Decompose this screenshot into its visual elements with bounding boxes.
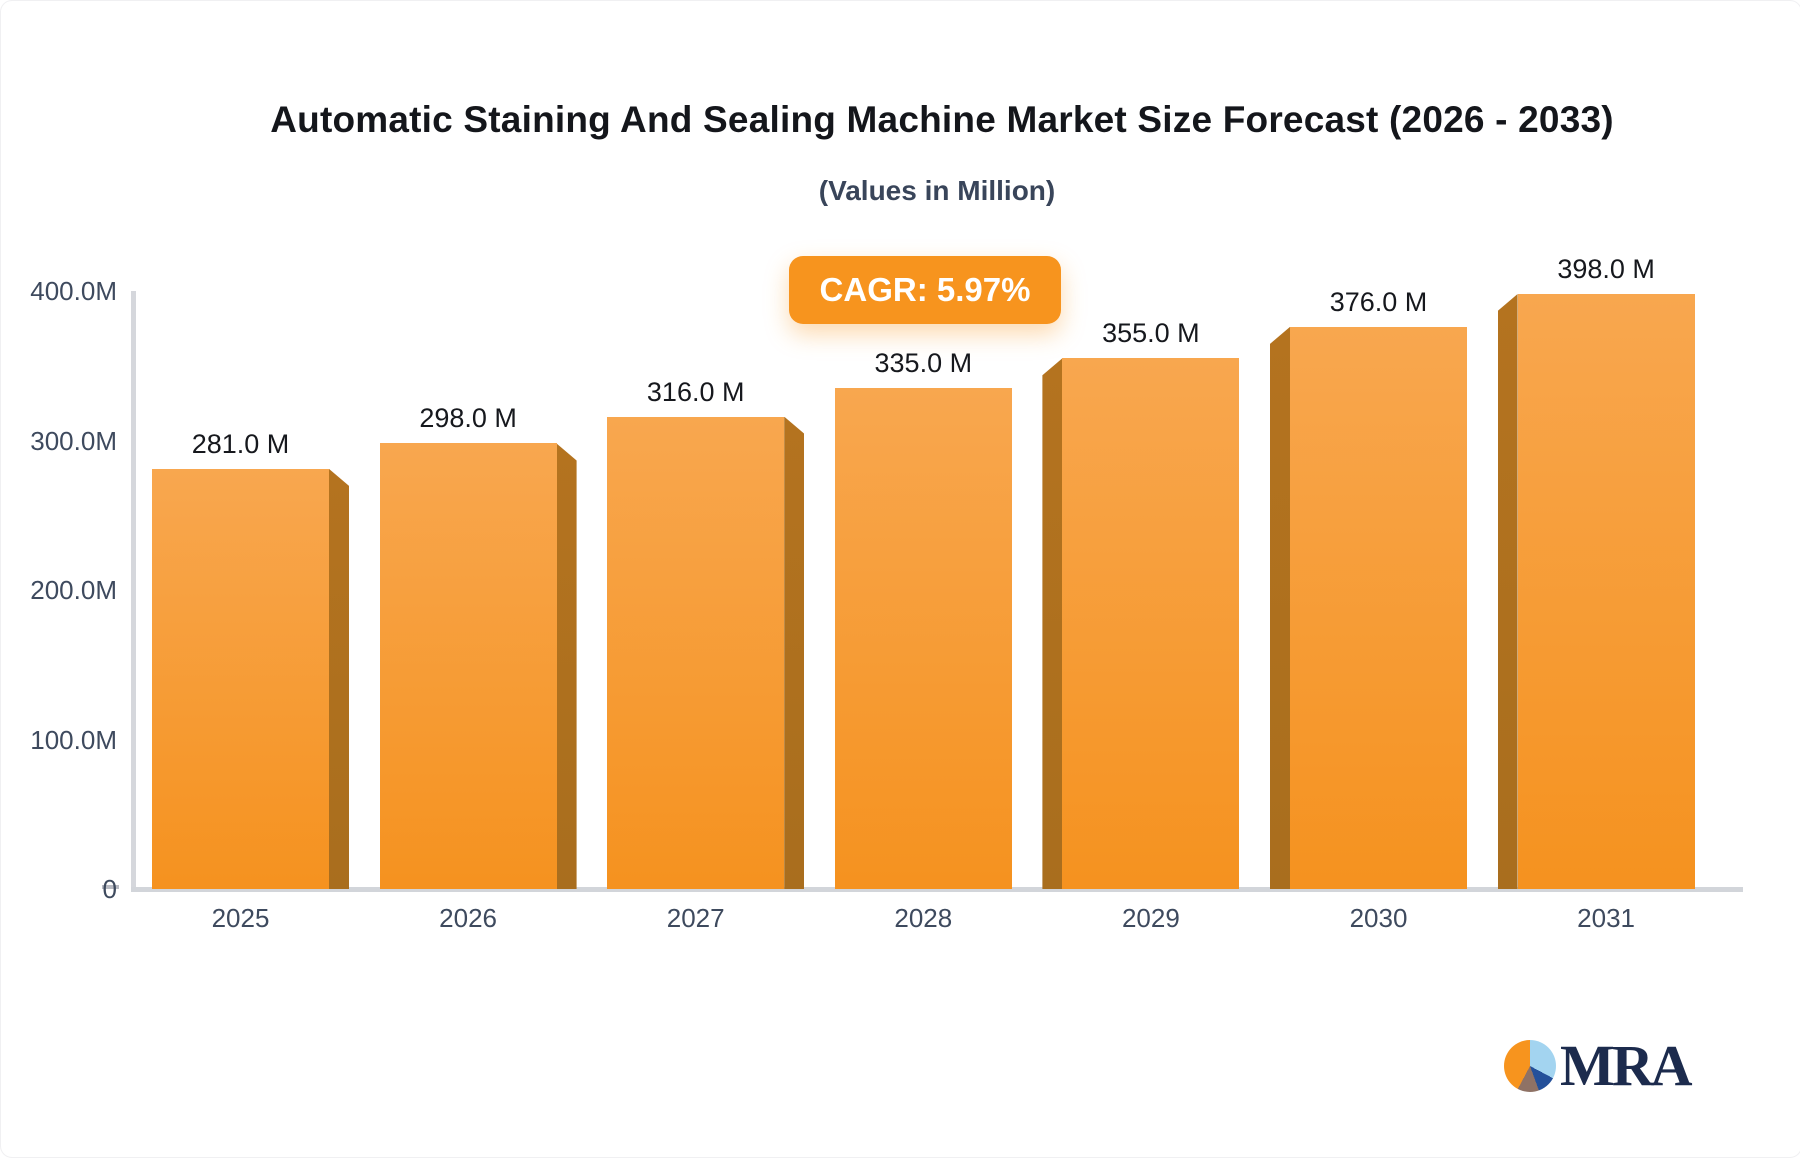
x-axis-tick-label: 2025 [211,903,270,933]
bar-value-label: 355.0 M [1102,318,1200,349]
x-axis-tick-label: 2030 [1349,903,1408,933]
bar-2029 [1062,358,1240,889]
x-axis-tick-label: 2028 [894,903,953,933]
bar-value-label: 398.0 M [1557,253,1655,284]
bar-3d-side [556,443,577,889]
chart-subtitle: (Values in Million) [818,175,1056,206]
x-axis-tick-label: 2026 [439,903,498,933]
bar-3d-side [329,468,349,889]
pie-chart-logo-icon [1504,1040,1556,1092]
brand-logo: MRA [1504,1033,1693,1098]
brand-logo-text: MRA [1560,1033,1693,1098]
y-axis-line [131,291,136,889]
bar-2025 [152,468,329,889]
x-axis-tick-label: 2029 [1121,903,1180,933]
bar-3d-side [1042,358,1063,889]
y-axis-tick-label: 300.0M [30,425,117,456]
bar-value-label: 316.0 M [646,376,745,407]
y-axis-tick-label: 200.0M [30,575,117,605]
bar-value-label: 376.0 M [1329,286,1428,317]
chart-title: Automatic Staining And Sealing Machine M… [270,99,1614,140]
bar-3d-side [784,416,805,889]
x-axis-tick-label: 2027 [666,903,725,933]
bar-value-label: 298.0 M [419,403,517,434]
bar-value-label: 281.0 M [191,428,290,459]
bar-3d-side [1270,326,1290,889]
bar-value-label: 335.0 M [874,348,973,379]
bar-2027 [607,416,785,889]
bar-2026 [379,443,557,889]
cagr-badge-label: CAGR: 5.97% [819,271,1031,308]
bar-3d-side [1497,293,1518,889]
y-axis-tick-label: 100.0M [30,724,117,755]
bar-2028 [834,388,1012,889]
cagr-badge: CAGR: 5.97% [789,256,1061,324]
bar-2031 [1517,293,1695,889]
y-axis-tick-label: 400.0M [30,276,117,306]
y-axis-zero-tick [102,885,119,889]
x-axis-tick-label: 2031 [1577,903,1636,933]
x-axis-line [131,887,1743,892]
y-axis-tick-label: 0 [102,874,117,904]
bar-2030 [1290,326,1467,889]
